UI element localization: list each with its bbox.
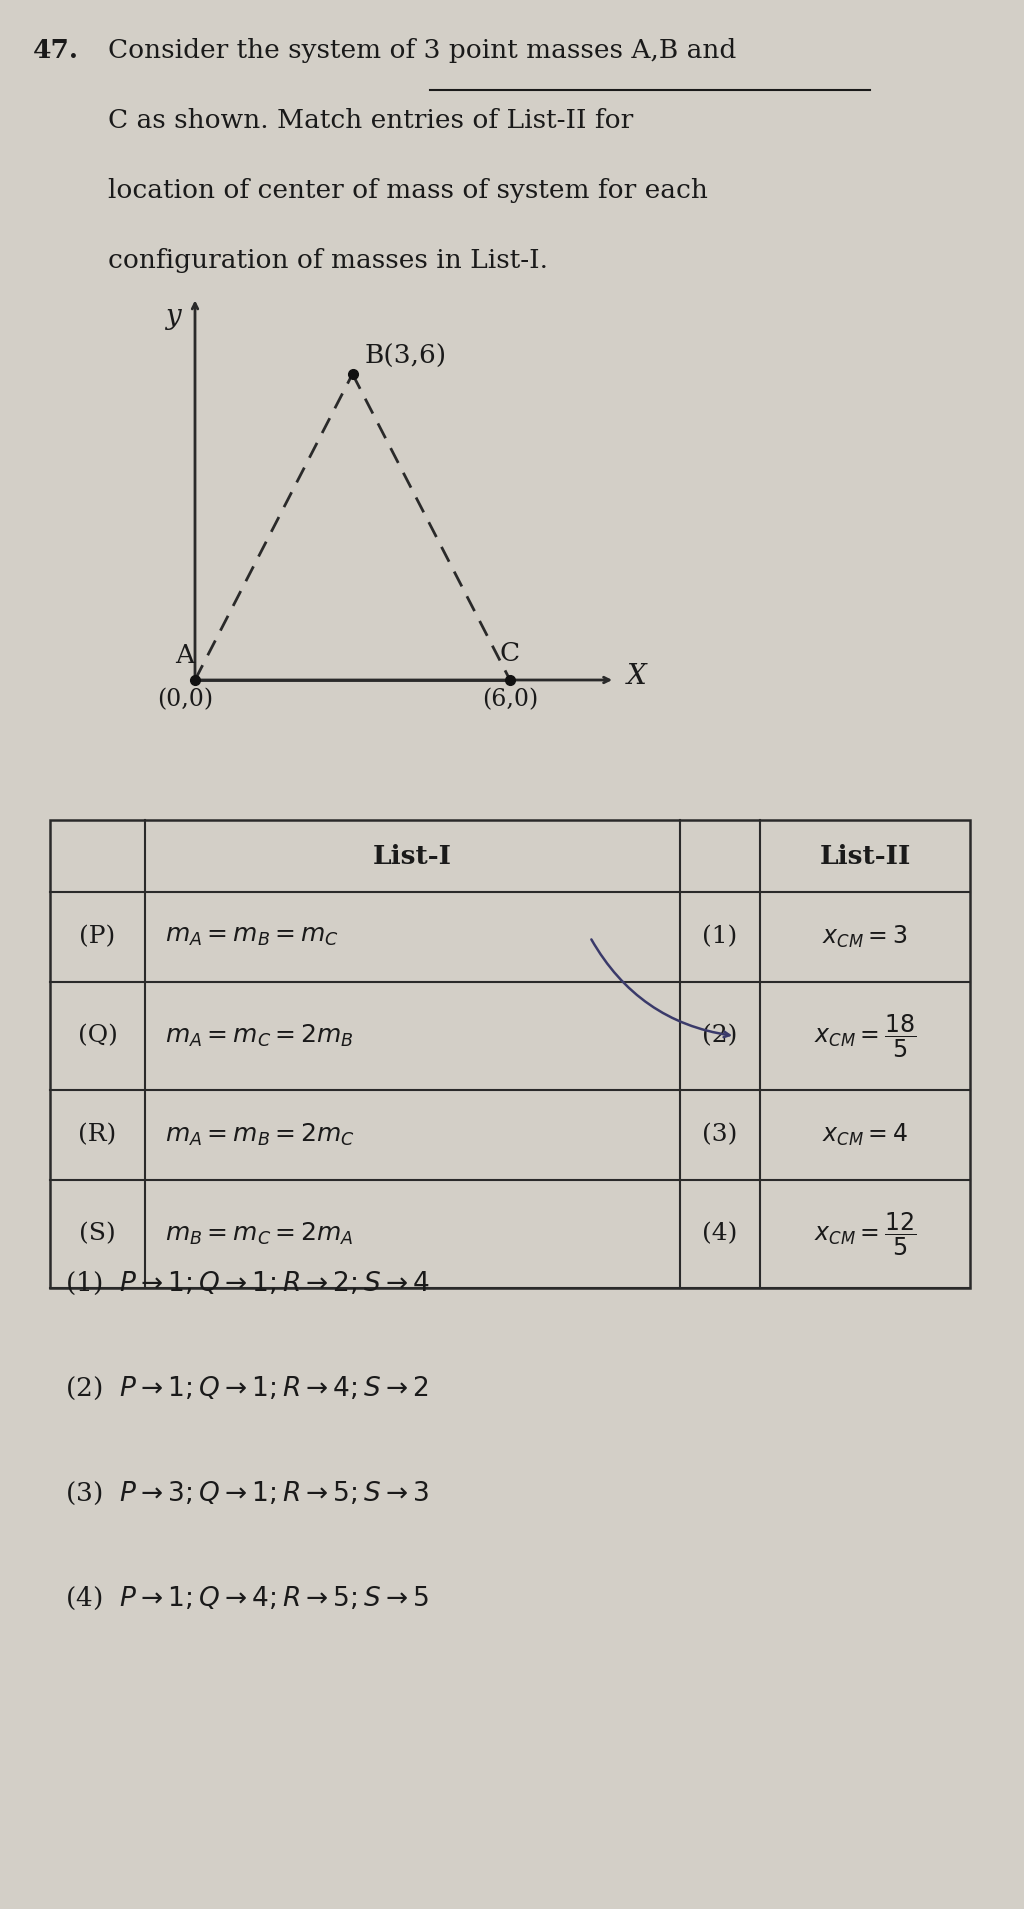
Text: List-II: List-II (819, 844, 910, 869)
Text: $x_{CM} = 3$: $x_{CM} = 3$ (822, 924, 907, 951)
Text: (0,0): (0,0) (157, 687, 213, 710)
Text: C as shown. Match entries of List-II for: C as shown. Match entries of List-II for (108, 109, 633, 134)
Text: (1)  $P \rightarrow 1;Q \rightarrow 1;R \rightarrow 2;S \rightarrow 4$: (1) $P \rightarrow 1;Q \rightarrow 1;R \… (65, 1269, 430, 1298)
Text: $x_{CM} = 4$: $x_{CM} = 4$ (822, 1122, 908, 1147)
Text: X: X (627, 664, 647, 691)
Text: 47.: 47. (33, 38, 79, 63)
Text: $m_A = m_B = m_C$: $m_A = m_B = m_C$ (165, 926, 339, 949)
Text: $x_{CM} = \dfrac{12}{5}$: $x_{CM} = \dfrac{12}{5}$ (814, 1210, 916, 1258)
Text: $x_{CM} = \dfrac{18}{5}$: $x_{CM} = \dfrac{18}{5}$ (814, 1012, 916, 1059)
Text: location of center of mass of system for each: location of center of mass of system for… (108, 178, 708, 202)
Text: (R): (R) (79, 1124, 117, 1147)
Bar (50, 821, 970, 1289)
Text: C: C (500, 641, 520, 666)
Text: (3): (3) (702, 1124, 737, 1147)
Text: (3)  $P \rightarrow 3;Q \rightarrow 1;R \rightarrow 5;S \rightarrow 3$: (3) $P \rightarrow 3;Q \rightarrow 1;R \… (65, 1479, 429, 1508)
Text: $m_B = m_C = 2m_A$: $m_B = m_C = 2m_A$ (165, 1222, 353, 1247)
Text: (1): (1) (702, 926, 737, 949)
Text: y: y (165, 302, 181, 330)
Text: Consider the system of 3 point masses A,B and: Consider the system of 3 point masses A,… (108, 38, 736, 63)
Text: B(3,6): B(3,6) (365, 344, 446, 368)
Text: (4)  $P \rightarrow 1;Q \rightarrow 4;R \rightarrow 5;S \rightarrow 5$: (4) $P \rightarrow 1;Q \rightarrow 4;R \… (65, 1584, 429, 1613)
Text: List-I: List-I (373, 844, 452, 869)
Text: (2): (2) (702, 1025, 737, 1048)
Text: (6,0): (6,0) (482, 687, 539, 710)
Text: (2)  $P \rightarrow 1;Q \rightarrow 1;R \rightarrow 4;S \rightarrow 2$: (2) $P \rightarrow 1;Q \rightarrow 1;R \… (65, 1374, 429, 1403)
Text: configuration of masses in List-I.: configuration of masses in List-I. (108, 248, 548, 273)
Text: A: A (175, 643, 195, 668)
Text: $m_A = m_B = 2m_C$: $m_A = m_B = 2m_C$ (165, 1122, 355, 1147)
Text: $m_A = m_C = 2m_B$: $m_A = m_C = 2m_B$ (165, 1023, 354, 1050)
Text: (P): (P) (80, 926, 116, 949)
Text: (4): (4) (702, 1222, 737, 1245)
Text: (Q): (Q) (78, 1025, 118, 1048)
Text: (S): (S) (79, 1222, 116, 1245)
